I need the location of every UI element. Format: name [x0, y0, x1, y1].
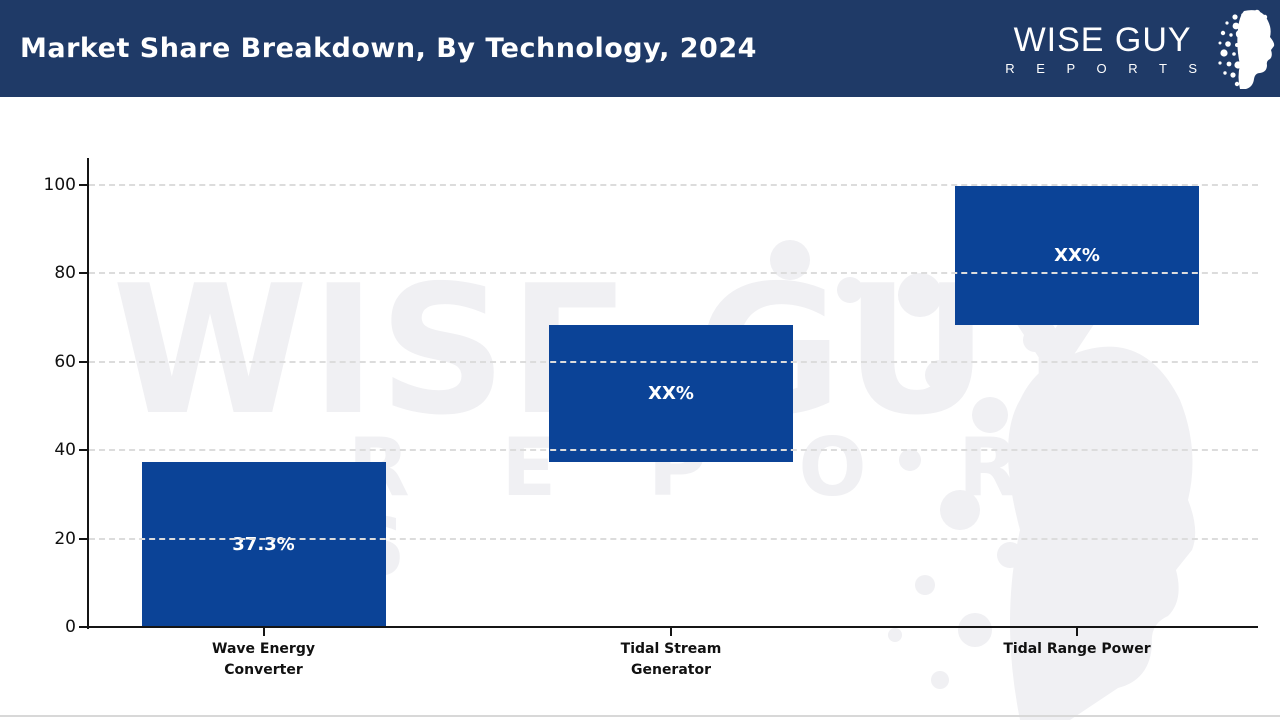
x-category-label: Tidal Stream Generator: [620, 641, 722, 678]
chart-title: Market Share Breakdown, By Technology, 2…: [20, 33, 757, 64]
x-category-label: Tidal Range Power: [1003, 641, 1151, 657]
brand-logo: WISE GUY R E P O R T S: [999, 4, 1276, 94]
x-axis: [86, 626, 1258, 628]
y-tick-label-20: 20: [54, 528, 76, 549]
bar-2: XX%: [549, 325, 793, 463]
y-tick-100: [79, 184, 88, 186]
gridline-20: [89, 537, 1258, 540]
y-tick-label-80: 80: [54, 263, 76, 284]
y-tick-60: [79, 360, 88, 363]
bar-value-label: XX%: [1054, 245, 1100, 267]
y-tick-label-60: 60: [54, 351, 76, 372]
y-tick-20: [79, 537, 88, 540]
bar-1: 37.3%: [141, 462, 386, 627]
bar-value-label: XX%: [648, 383, 694, 405]
brand-subtitle: R E P O R T S: [1005, 60, 1206, 76]
y-tick-40: [79, 449, 88, 452]
bar-3: XX%: [955, 186, 1199, 326]
y-axis: [87, 158, 89, 629]
y-tick-label-0: 0: [65, 617, 76, 637]
report-header: Market Share Breakdown, By Technology, 2…: [0, 0, 1280, 97]
brand-name: WISE GUY: [1013, 20, 1192, 59]
x-tick-3: [1076, 628, 1078, 636]
bottom-border: [0, 715, 1280, 717]
gridline-100: [89, 184, 1258, 186]
gridline-60: [89, 360, 1258, 363]
y-tick-0: [79, 626, 88, 628]
y-tick-label-40: 40: [54, 440, 76, 461]
x-tick-1: [262, 628, 265, 636]
x-category-label: Wave Energy Converter: [212, 641, 315, 678]
x-tick-2: [670, 628, 672, 636]
gridline-80: [89, 272, 1258, 275]
gridline-40: [89, 449, 1258, 452]
wiseguy-head-icon: [1218, 9, 1275, 89]
y-tick-80: [79, 272, 88, 275]
y-tick-label-100: 100: [43, 175, 76, 195]
